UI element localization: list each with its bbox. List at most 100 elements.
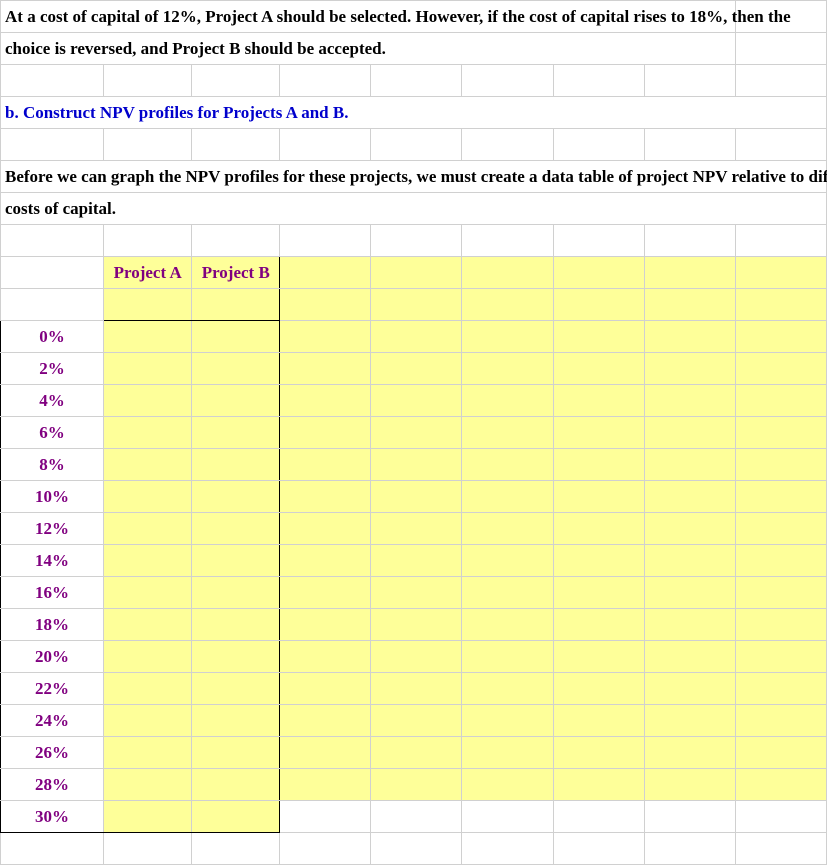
cell[interactable]	[104, 225, 192, 257]
highlight-cell[interactable]	[553, 545, 644, 577]
value-project-a[interactable]	[104, 353, 192, 385]
highlight-cell[interactable]	[462, 257, 553, 289]
highlight-cell[interactable]	[553, 385, 644, 417]
highlight-cell[interactable]	[553, 705, 644, 737]
cell[interactable]	[192, 289, 280, 321]
highlight-cell[interactable]	[280, 481, 371, 513]
highlight-cell[interactable]	[735, 673, 826, 705]
highlight-cell[interactable]	[371, 257, 462, 289]
highlight-cell[interactable]	[280, 769, 371, 801]
highlight-cell[interactable]	[735, 641, 826, 673]
value-project-b[interactable]	[192, 705, 280, 737]
highlight-cell[interactable]	[462, 705, 553, 737]
cell[interactable]	[462, 833, 553, 865]
highlight-cell[interactable]	[371, 513, 462, 545]
cell[interactable]	[371, 129, 462, 161]
highlight-cell[interactable]	[462, 481, 553, 513]
cell[interactable]	[735, 833, 826, 865]
value-project-b[interactable]	[192, 609, 280, 641]
highlight-cell[interactable]	[371, 609, 462, 641]
highlight-cell[interactable]	[644, 705, 735, 737]
highlight-cell[interactable]	[644, 449, 735, 481]
value-project-a[interactable]	[104, 769, 192, 801]
highlight-cell[interactable]	[553, 737, 644, 769]
value-project-a[interactable]	[104, 385, 192, 417]
cell[interactable]	[1, 833, 104, 865]
highlight-cell[interactable]	[644, 609, 735, 641]
highlight-cell[interactable]	[553, 321, 644, 353]
highlight-cell[interactable]	[280, 673, 371, 705]
highlight-cell[interactable]	[462, 385, 553, 417]
highlight-cell[interactable]	[553, 449, 644, 481]
highlight-cell[interactable]	[735, 321, 826, 353]
cell[interactable]	[735, 33, 826, 65]
cell[interactable]	[462, 225, 553, 257]
cell[interactable]	[735, 225, 826, 257]
cell[interactable]	[735, 65, 826, 97]
highlight-cell[interactable]	[462, 449, 553, 481]
highlight-cell[interactable]	[280, 801, 371, 833]
highlight-cell[interactable]	[371, 353, 462, 385]
value-project-a[interactable]	[104, 449, 192, 481]
value-project-b[interactable]	[192, 449, 280, 481]
cell[interactable]	[553, 65, 644, 97]
highlight-cell[interactable]	[280, 385, 371, 417]
cell[interactable]	[371, 833, 462, 865]
highlight-cell[interactable]	[644, 769, 735, 801]
highlight-cell[interactable]	[553, 577, 644, 609]
highlight-cell[interactable]	[644, 321, 735, 353]
highlight-cell[interactable]	[280, 577, 371, 609]
value-project-b[interactable]	[192, 641, 280, 673]
cell[interactable]	[104, 289, 192, 321]
cell[interactable]	[280, 225, 371, 257]
highlight-cell[interactable]	[280, 737, 371, 769]
cell[interactable]	[1, 225, 104, 257]
value-project-b[interactable]	[192, 737, 280, 769]
highlight-cell[interactable]	[371, 417, 462, 449]
highlight-cell[interactable]	[462, 641, 553, 673]
highlight-cell[interactable]	[280, 705, 371, 737]
cell[interactable]	[644, 833, 735, 865]
highlight-cell[interactable]	[644, 257, 735, 289]
highlight-cell[interactable]	[553, 257, 644, 289]
value-project-a[interactable]	[104, 481, 192, 513]
highlight-cell[interactable]	[735, 705, 826, 737]
highlight-cell[interactable]	[371, 801, 462, 833]
cell[interactable]	[104, 833, 192, 865]
highlight-cell[interactable]	[371, 705, 462, 737]
highlight-cell[interactable]	[371, 545, 462, 577]
cell[interactable]	[104, 129, 192, 161]
cell[interactable]	[192, 225, 280, 257]
highlight-cell[interactable]	[553, 769, 644, 801]
highlight-cell[interactable]	[644, 641, 735, 673]
cell[interactable]	[1, 129, 104, 161]
highlight-cell[interactable]	[371, 577, 462, 609]
cell[interactable]	[192, 65, 280, 97]
highlight-cell[interactable]	[462, 321, 553, 353]
value-project-b[interactable]	[192, 577, 280, 609]
highlight-cell[interactable]	[371, 481, 462, 513]
highlight-cell[interactable]	[644, 353, 735, 385]
highlight-cell[interactable]	[280, 417, 371, 449]
cell[interactable]	[104, 65, 192, 97]
highlight-cell[interactable]	[280, 321, 371, 353]
cell[interactable]	[735, 129, 826, 161]
cell[interactable]	[462, 129, 553, 161]
highlight-cell[interactable]	[462, 769, 553, 801]
highlight-cell[interactable]	[644, 673, 735, 705]
value-project-a[interactable]	[104, 545, 192, 577]
value-project-a[interactable]	[104, 609, 192, 641]
highlight-cell[interactable]	[735, 577, 826, 609]
highlight-cell[interactable]	[735, 801, 826, 833]
highlight-cell[interactable]	[735, 609, 826, 641]
value-project-b[interactable]	[192, 673, 280, 705]
cell[interactable]	[553, 225, 644, 257]
highlight-cell[interactable]	[371, 321, 462, 353]
highlight-cell[interactable]	[735, 385, 826, 417]
highlight-cell[interactable]	[644, 289, 735, 321]
highlight-cell[interactable]	[644, 513, 735, 545]
cell[interactable]	[553, 129, 644, 161]
highlight-cell[interactable]	[280, 449, 371, 481]
highlight-cell[interactable]	[371, 385, 462, 417]
highlight-cell[interactable]	[371, 289, 462, 321]
